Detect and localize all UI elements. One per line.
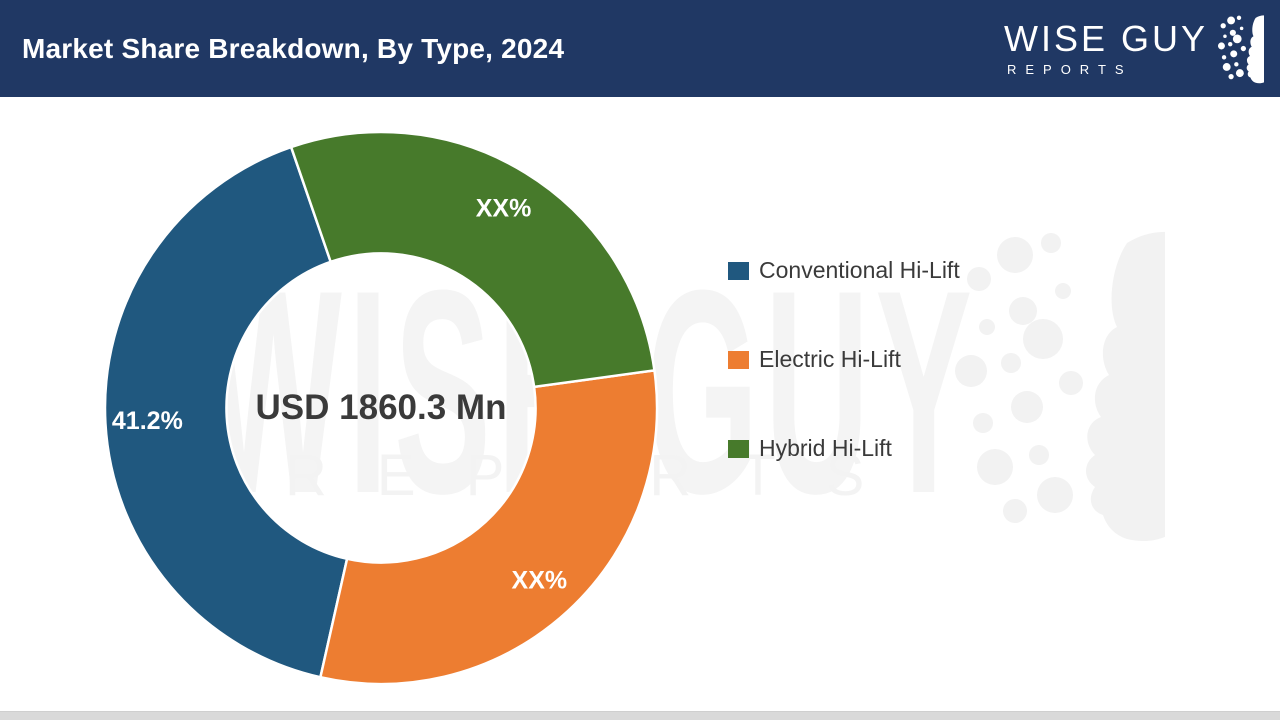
- pie-segment-electric-hi-lift: [319, 369, 659, 686]
- pie-segment-hybrid-hi-lift: [289, 130, 656, 389]
- wise-guy-logo: WISE GUY REPORTS: [1004, 9, 1264, 89]
- logo-face-icon: [1196, 9, 1264, 89]
- pie-segment-label: 41.2%: [112, 407, 183, 435]
- chart-center-value: USD 1860.3 Mn: [255, 388, 507, 427]
- legend-label-hybrid: Hybrid Hi-Lift: [759, 435, 892, 461]
- donut-chart: 41.2% XX% XX%: [103, 130, 659, 686]
- legend-swatch-hybrid: [728, 439, 749, 458]
- footer-strip: [0, 711, 1280, 720]
- legend-swatch-conventional: [728, 261, 749, 280]
- chart-area: WISE GUY REPORTS 41.2%XX%XX% USD 1860.3 …: [0, 97, 1280, 712]
- legend-label-electric: Electric Hi-Lift: [759, 346, 901, 372]
- logo-sub-text: REPORTS: [1006, 61, 1133, 77]
- header-bar: Market Share Breakdown, By Type, 2024 WI…: [0, 0, 1280, 97]
- legend-item-hybrid: Hybrid Hi-Lift: [728, 435, 960, 462]
- legend-item-conventional: Conventional Hi-Lift: [728, 257, 960, 284]
- page-title: Market Share Breakdown, By Type, 2024: [22, 32, 565, 64]
- legend-item-electric: Electric Hi-Lift: [728, 346, 960, 373]
- legend-swatch-electric: [728, 350, 749, 369]
- legend: Conventional Hi-Lift Electric Hi-Lift Hy…: [728, 257, 960, 462]
- logo-brand-text: WISE GUY: [1003, 17, 1208, 59]
- legend-label-conventional: Conventional Hi-Lift: [759, 257, 960, 283]
- pie-segment-label: XX%: [476, 195, 532, 223]
- pie-segment-conventional-hi-lift: [103, 145, 349, 679]
- pie-segment-label: XX%: [512, 566, 568, 594]
